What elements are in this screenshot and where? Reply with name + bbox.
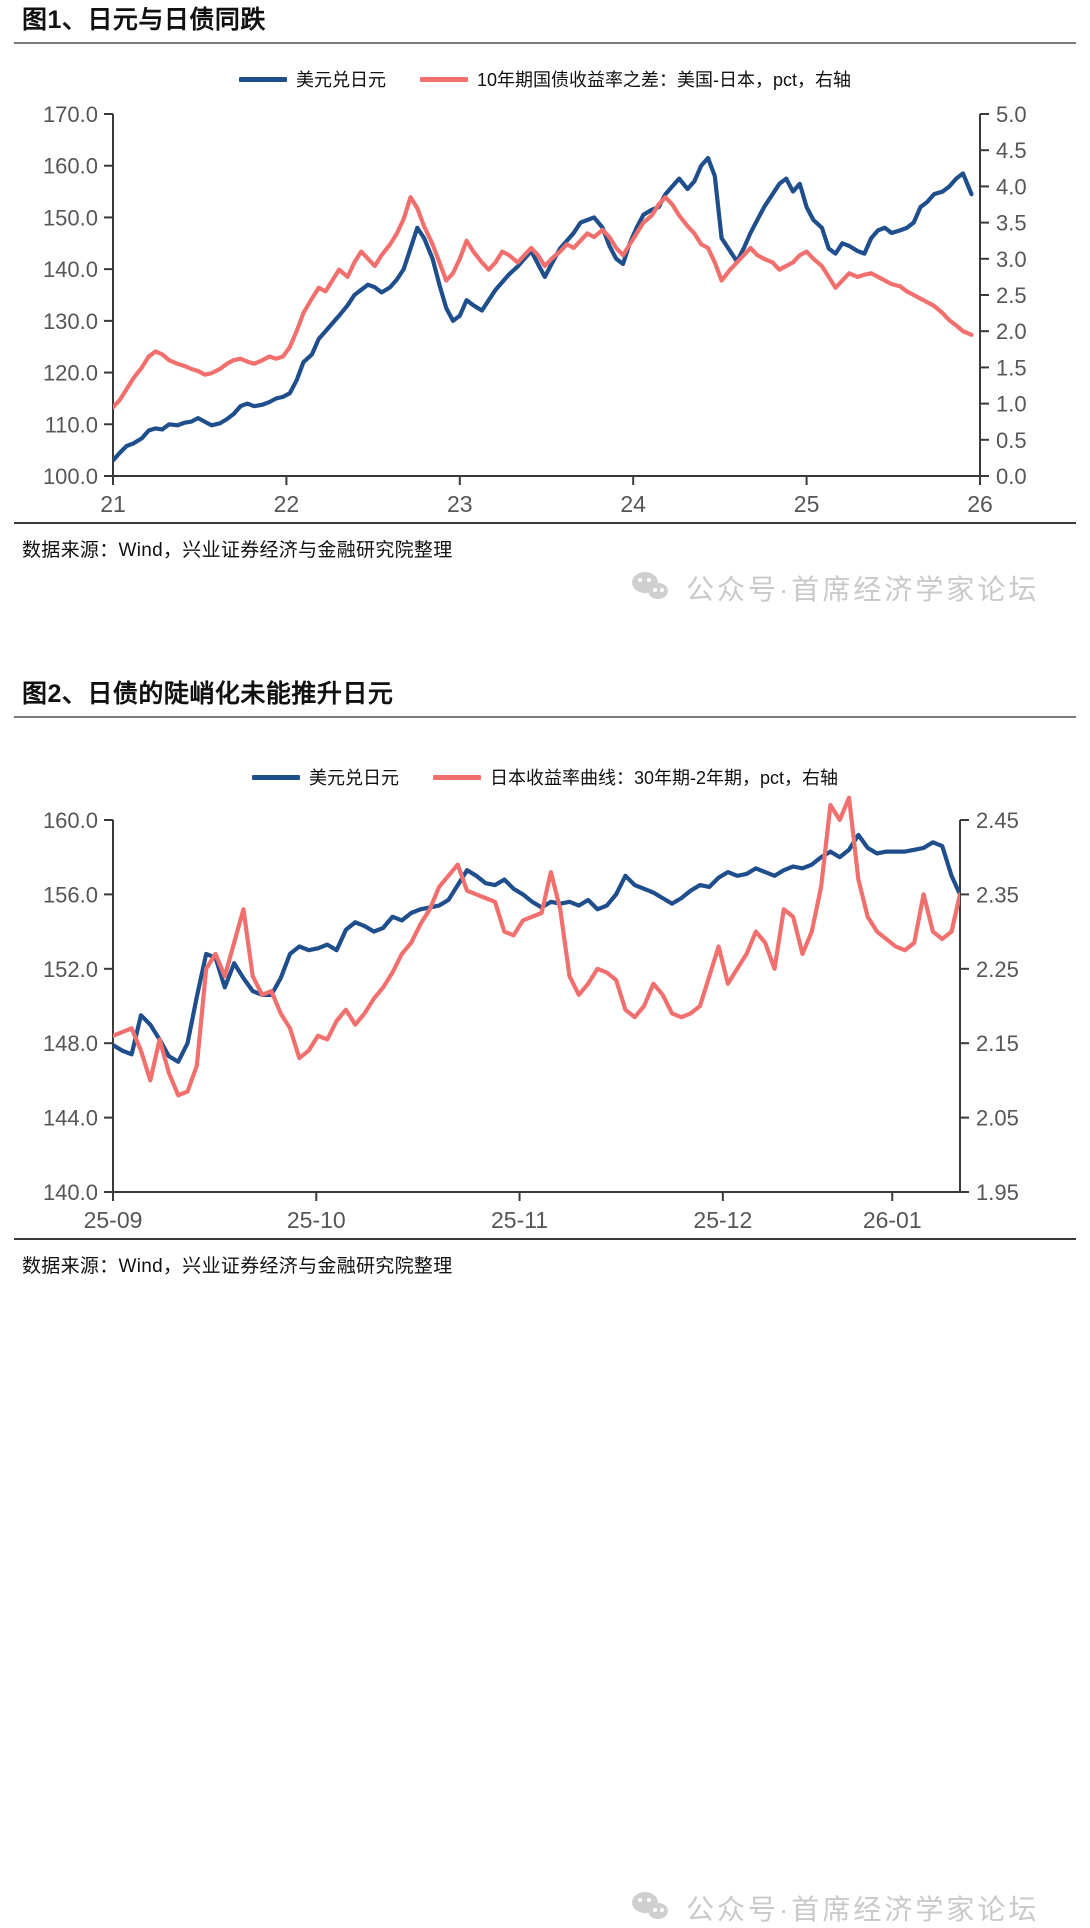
legend-label-usdjpy: 美元兑日元 <box>295 70 386 90</box>
legend-swatch-blue <box>238 76 287 82</box>
svg-text:2.25: 2.25 <box>976 957 1019 982</box>
figure-1: 图1、日元与日债同跌 美元兑日元 10年期国债收益率之差：美国-日本，pct，右… <box>0 0 1090 640</box>
svg-text:148.0: 148.0 <box>43 1031 98 1056</box>
figure-2-source: 数据来源：Wind，兴业证券经济与金融研究院整理 <box>22 1256 453 1277</box>
svg-text:140.0: 140.0 <box>43 257 98 282</box>
figure-2-plot: 140.0 144.0 148.0 152.0 156.0 160.0 1.95 2.05 2.… <box>0 792 1090 1232</box>
svg-text:156.0: 156.0 <box>43 882 98 907</box>
svg-text:1.5: 1.5 <box>996 355 1027 380</box>
figure-1-title: 图1、日元与日债同跌 <box>22 6 266 34</box>
svg-text:120.0: 120.0 <box>43 361 98 386</box>
svg-text:110.0: 110.0 <box>45 412 98 437</box>
svg-text:152.0: 152.0 <box>43 957 98 982</box>
svg-text:26-01: 26-01 <box>863 1207 922 1232</box>
svg-text:5.0: 5.0 <box>996 102 1027 127</box>
legend-swatch-red-2 <box>432 774 481 780</box>
legend-swatch-red <box>419 76 468 82</box>
svg-text:2.15: 2.15 <box>976 1031 1019 1056</box>
figure-1-watermark: 公众号·首席经济学家论坛 <box>632 568 1039 608</box>
legend-item-usdjpy-2: 美元兑日元 <box>251 764 399 790</box>
figure-2: 图2、日债的陡峭化未能推升日元 美元兑日元 日本收益率曲线：30年期-2年期，p… <box>0 640 1090 1925</box>
watermark-text-2: 公众号·首席经济学家论坛 <box>686 1894 1040 1925</box>
svg-text:25-09: 25-09 <box>84 1207 143 1232</box>
svg-text:0.0: 0.0 <box>996 464 1027 489</box>
svg-text:160.0: 160.0 <box>43 154 98 179</box>
svg-text:25: 25 <box>794 491 820 514</box>
svg-text:26: 26 <box>967 491 993 514</box>
svg-text:24: 24 <box>620 491 646 514</box>
svg-text:2.45: 2.45 <box>976 808 1019 833</box>
legend-label-yield-spread: 10年期国债收益率之差：美国-日本，pct，右轴 <box>476 70 852 90</box>
figure-1-title-rule <box>14 42 1076 44</box>
figure-1-legend: 美元兑日元 10年期国债收益率之差：美国-日本，pct，右轴 <box>0 44 1090 94</box>
legend-item-curve: 日本收益率曲线：30年期-2年期，pct，右轴 <box>432 764 839 790</box>
svg-text:2.05: 2.05 <box>976 1106 1019 1131</box>
svg-text:25-11: 25-11 <box>491 1207 548 1232</box>
svg-text:140.0: 140.0 <box>43 1180 98 1205</box>
legend-item-yield-spread: 10年期国债收益率之差：美国-日本，pct，右轴 <box>419 66 852 92</box>
figure-2-source-rule <box>14 1238 1076 1240</box>
figure-2-title-rule <box>14 716 1076 718</box>
svg-text:25-10: 25-10 <box>287 1207 346 1232</box>
figure-2-title: 图2、日债的陡峭化未能推升日元 <box>22 680 394 708</box>
svg-text:25-12: 25-12 <box>693 1207 752 1232</box>
svg-text:130.0: 130.0 <box>43 309 98 334</box>
legend-label-usdjpy-2: 美元兑日元 <box>308 768 399 788</box>
svg-text:144.0: 144.0 <box>43 1106 98 1131</box>
svg-text:100.0: 100.0 <box>43 464 98 489</box>
figure-2-watermark: 公众号·首席经济学家论坛 <box>632 1888 1039 1928</box>
svg-text:160.0: 160.0 <box>43 808 98 833</box>
svg-text:3.5: 3.5 <box>996 211 1027 236</box>
figure-1-source-rule <box>14 522 1076 524</box>
figure-1-svg: 100.0 110.0 120.0 130.0 140.0 150.0 160.0 170.0… <box>43 102 1027 514</box>
svg-text:0.5: 0.5 <box>996 428 1027 453</box>
svg-text:2.5: 2.5 <box>996 283 1027 308</box>
svg-text:23: 23 <box>447 491 473 514</box>
svg-text:4.5: 4.5 <box>996 138 1027 163</box>
figure-2-svg: 140.0 144.0 148.0 152.0 156.0 160.0 1.95 2.05 2.… <box>43 795 1019 1232</box>
svg-text:2.0: 2.0 <box>996 319 1027 344</box>
svg-text:1.0: 1.0 <box>996 392 1027 417</box>
svg-text:4.0: 4.0 <box>996 174 1027 199</box>
figure-2-legend: 美元兑日元 日本收益率曲线：30年期-2年期，pct，右轴 <box>0 718 1090 792</box>
legend-item-usdjpy: 美元兑日元 <box>238 66 386 92</box>
figure-1-source: 数据来源：Wind，兴业证券经济与金融研究院整理 <box>22 540 453 561</box>
legend-swatch-blue-2 <box>251 774 300 780</box>
svg-text:22: 22 <box>274 491 300 514</box>
svg-text:1.95: 1.95 <box>976 1180 1019 1205</box>
svg-text:3.0: 3.0 <box>996 247 1027 272</box>
wechat-icon <box>632 572 674 604</box>
svg-text:150.0: 150.0 <box>43 205 98 230</box>
svg-text:2.35: 2.35 <box>976 882 1019 907</box>
figure-1-plot: 100.0 110.0 120.0 130.0 140.0 150.0 160.0 170.0… <box>0 94 1090 514</box>
legend-label-curve: 日本收益率曲线：30年期-2年期，pct，右轴 <box>489 768 839 788</box>
wechat-icon-2 <box>632 1892 674 1924</box>
svg-text:21: 21 <box>100 491 126 514</box>
watermark-text: 公众号·首席经济学家论坛 <box>686 574 1040 605</box>
svg-text:170.0: 170.0 <box>43 102 98 127</box>
